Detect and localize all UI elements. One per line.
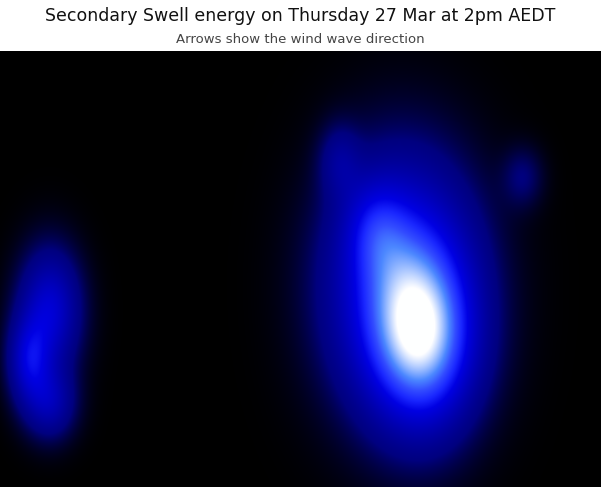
Text: Secondary Swell energy on Thursday 27 Mar at 2pm AEDT: Secondary Swell energy on Thursday 27 Ma…: [45, 7, 556, 25]
Text: Arrows show the wind wave direction: Arrows show the wind wave direction: [176, 34, 425, 46]
